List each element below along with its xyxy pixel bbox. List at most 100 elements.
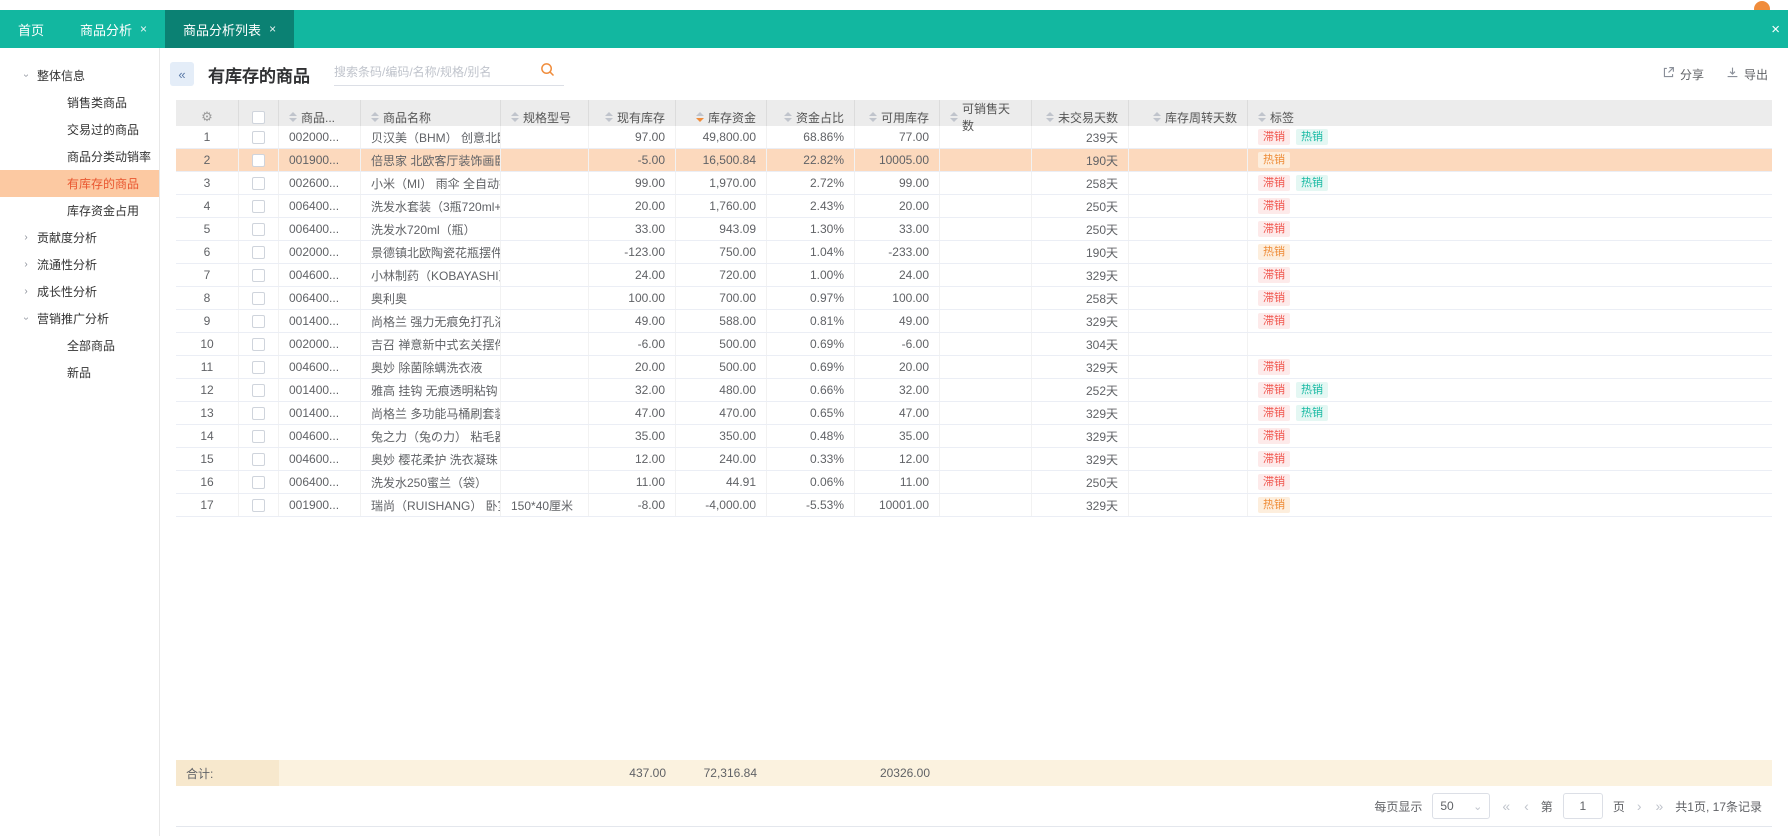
- sort-caret-icon[interactable]: [1045, 112, 1054, 122]
- sidebar-item-商品分类动销率[interactable]: 商品分类动销率: [0, 143, 159, 170]
- table-row[interactable]: 8 006400... 奥利奥 100.00 700.00 0.97% 100.00 258天…: [176, 287, 1772, 310]
- row-checkbox[interactable]: [252, 475, 265, 489]
- row-checkbox[interactable]: [252, 360, 265, 374]
- row-index-cell: 15: [176, 448, 239, 470]
- column-header-可销售天数[interactable]: 可销售天数: [940, 100, 1032, 134]
- sort-caret-icon[interactable]: [868, 112, 877, 122]
- search-input[interactable]: [334, 65, 534, 79]
- table-row[interactable]: 2 001900...倍思家 北欧客厅装饰画卧室 -5.0016,500.8422.…: [176, 149, 1772, 172]
- select-all-checkbox[interactable]: [252, 110, 265, 124]
- column-header-规格型号[interactable]: 规格型号: [501, 100, 589, 134]
- table-row[interactable]: 6 002000...景德镇北欧陶瓷花瓶摆件 仿 -123.00750.001.04…: [176, 241, 1772, 264]
- product-code-cell: 001900...: [279, 149, 361, 171]
- sort-caret-icon[interactable]: [604, 112, 613, 122]
- column-header-商品名称[interactable]: 商品名称: [361, 100, 501, 134]
- sort-caret-icon[interactable]: [511, 112, 519, 122]
- last-page-button[interactable]: »: [1655, 798, 1664, 814]
- per-page-select[interactable]: 50 ⌄: [1432, 793, 1491, 819]
- sort-caret-icon[interactable]: [371, 112, 379, 122]
- row-checkbox[interactable]: [252, 498, 265, 512]
- gear-icon[interactable]: ⚙: [201, 109, 213, 124]
- row-checkbox[interactable]: [252, 337, 265, 351]
- column-header-库存资金[interactable]: 库存资金: [676, 100, 767, 134]
- sidebar-item-交易过的商品[interactable]: 交易过的商品: [0, 116, 159, 143]
- next-page-button[interactable]: ›: [1636, 798, 1642, 814]
- row-checkbox[interactable]: [252, 222, 265, 236]
- stock-cell: 12.00: [589, 448, 676, 470]
- table-row[interactable]: 16 006400... 洗发水250蜜兰（袋） 11.00 44.91 0.06% 11.…: [176, 471, 1772, 494]
- row-checkbox[interactable]: [252, 406, 265, 420]
- search-icon[interactable]: [540, 62, 555, 82]
- tab-商品分析列表[interactable]: 商品分析列表 ×: [165, 10, 295, 48]
- totals-turnover-cell: [1129, 760, 1248, 786]
- table-row[interactable]: 11 004600... 奥妙 除菌除螨洗衣液 20.00 500.00 0.69% 20.…: [176, 356, 1772, 379]
- sort-caret-icon[interactable]: [950, 112, 958, 122]
- sort-caret-icon[interactable]: [1152, 112, 1161, 122]
- row-checkbox[interactable]: [252, 452, 265, 466]
- tab-首页[interactable]: 首页: [0, 10, 62, 48]
- no-trade-days-cell: 258天: [1032, 172, 1129, 194]
- tab-商品分析[interactable]: 商品分析 ×: [62, 10, 165, 48]
- sidebar-item-销售类商品[interactable]: 销售类商品: [0, 89, 159, 116]
- share-button[interactable]: 分享: [1662, 66, 1704, 83]
- tab-close-icon[interactable]: ×: [269, 22, 277, 36]
- column-header-label: 商品...: [301, 110, 336, 125]
- sidebar-item-全部商品[interactable]: 全部商品: [0, 332, 159, 359]
- row-checkbox[interactable]: [252, 245, 265, 259]
- row-checkbox[interactable]: [252, 176, 265, 190]
- sort-caret-icon[interactable]: [1258, 112, 1266, 122]
- close-icon[interactable]: ×: [1771, 20, 1780, 38]
- sidebar-item-成长性分析[interactable]: › 成长性分析: [0, 278, 159, 305]
- row-checkbox[interactable]: [252, 130, 265, 144]
- no-trade-days-cell: 329天: [1032, 494, 1129, 516]
- tag-热销: 热销: [1296, 175, 1328, 191]
- export-button[interactable]: 导出: [1726, 66, 1768, 83]
- row-checkbox[interactable]: [252, 153, 265, 167]
- sort-caret-icon[interactable]: [289, 112, 297, 122]
- sort-caret-icon[interactable]: [695, 112, 704, 122]
- sort-desc-icon: [783, 118, 792, 122]
- sidebar-item-营销推广分析[interactable]: › 营销推广分析: [0, 305, 159, 332]
- column-header-可用库存[interactable]: 可用库存: [855, 100, 940, 134]
- table-row[interactable]: 5 006400... 洗发水720ml（瓶） 33.00 943.09 1.30% 33.…: [176, 218, 1772, 241]
- sidebar-item-流通性分析[interactable]: › 流通性分析: [0, 251, 159, 278]
- sidebar-item-有库存的商品[interactable]: 有库存的商品: [0, 170, 159, 197]
- table-row[interactable]: 15 004600... 奥妙 樱花柔护 洗衣凝珠 10 12.00 240.00 0.3…: [176, 448, 1772, 471]
- table-row[interactable]: 1 002000...贝汉美（BHM） 创意北欧客厅 97.0049,800.006…: [176, 126, 1772, 149]
- first-page-button[interactable]: «: [1502, 798, 1511, 814]
- column-header-现有库存[interactable]: 现有库存: [589, 100, 676, 134]
- row-checkbox[interactable]: [252, 383, 265, 397]
- table-row[interactable]: 4006400...洗发水套装（3瓶720ml+1瓶20.001,760.002…: [176, 195, 1772, 218]
- table-row[interactable]: 7004600...小林制药（KOBAYASHI）日24.00720.001.0…: [176, 264, 1772, 287]
- tab-close-icon[interactable]: ×: [140, 22, 148, 36]
- sidebar-item-label: 销售类商品: [67, 96, 128, 110]
- settings-column-header[interactable]: ⚙: [176, 100, 239, 134]
- row-checkbox[interactable]: [252, 291, 265, 305]
- row-checkbox[interactable]: [252, 268, 265, 282]
- prev-page-button[interactable]: ‹: [1524, 798, 1529, 814]
- table-row[interactable]: 17 001900...瑞尚（RUISHANG） 卧室装150*40厘米-8.00…: [176, 494, 1772, 517]
- column-header-未交易天数[interactable]: 未交易天数: [1032, 100, 1129, 134]
- page-number-input[interactable]: [1562, 793, 1603, 819]
- sellable-days-cell: [940, 195, 1032, 217]
- sort-caret-icon[interactable]: [783, 112, 792, 122]
- sidebar-item-贡献度分析[interactable]: › 贡献度分析: [0, 224, 159, 251]
- sidebar-collapse-button[interactable]: «: [170, 62, 194, 86]
- sidebar-item-库存资金占用[interactable]: 库存资金占用: [0, 197, 159, 224]
- row-checkbox[interactable]: [252, 429, 265, 443]
- column-header-资金占比[interactable]: 资金占比: [767, 100, 855, 134]
- column-header-商品...[interactable]: 商品...: [279, 100, 361, 134]
- row-checkbox[interactable]: [252, 314, 265, 328]
- sidebar-item-整体信息[interactable]: › 整体信息: [0, 62, 159, 89]
- column-header-标签[interactable]: 标签: [1248, 100, 1772, 134]
- column-header-库存周转天数[interactable]: 库存周转天数: [1129, 100, 1248, 134]
- sidebar-item-新品[interactable]: 新品: [0, 359, 159, 386]
- ratio-cell: -5.53%: [767, 494, 855, 516]
- row-checkbox[interactable]: [252, 199, 265, 213]
